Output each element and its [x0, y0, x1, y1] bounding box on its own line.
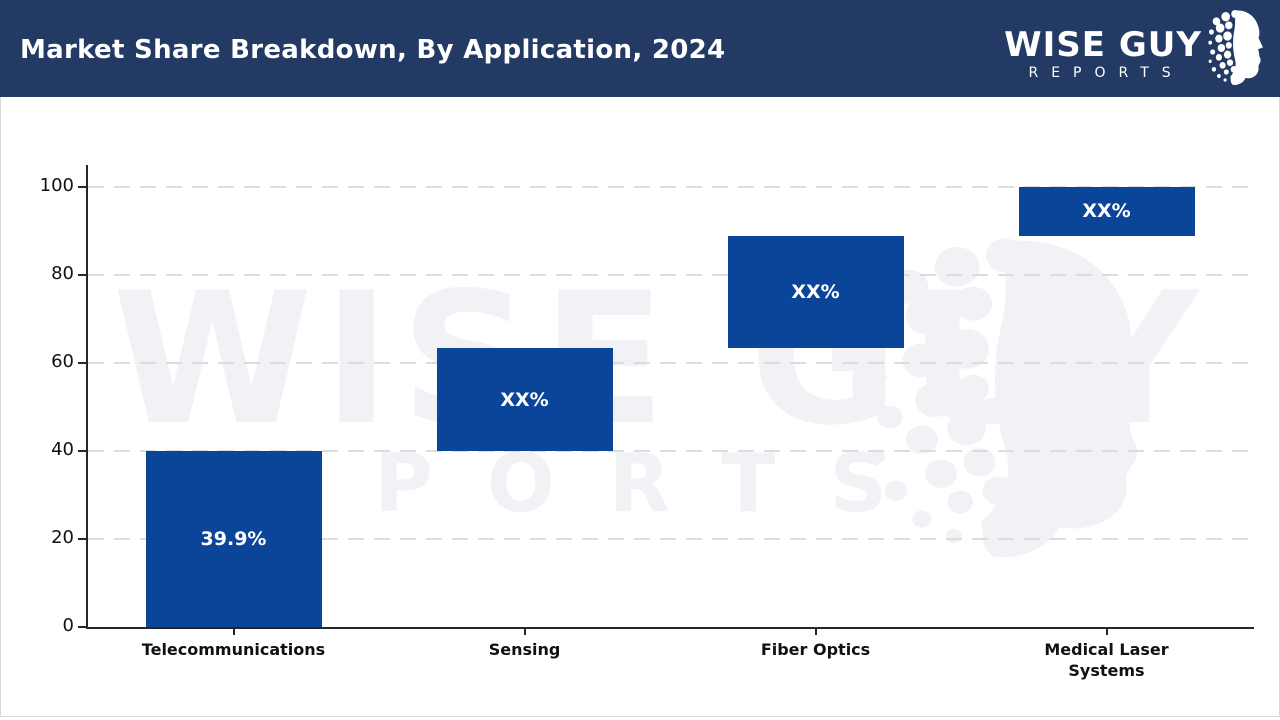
x-tick-medical-laser-systems — [1105, 627, 1108, 635]
category-label-sensing: Sensing — [488, 640, 561, 659]
bar-value-label-sensing: XX% — [500, 388, 549, 411]
x-tick-fiber-optics — [814, 627, 817, 635]
header: Market Share Breakdown, By Application, … — [0, 0, 1280, 97]
bar-telecommunications — [145, 451, 322, 627]
bar-value-label-medical-laser-systems: XX% — [1082, 200, 1131, 223]
bar-fiber-optics — [727, 235, 904, 349]
logo-text: WISE GUY REPORTS — [1004, 28, 1202, 80]
bar-value-label-telecommunications: 39.9% — [200, 528, 267, 551]
x-tick-sensing — [523, 627, 526, 635]
y-tick-40 — [78, 450, 86, 452]
y-tick-label-40: 40 — [51, 439, 74, 460]
gridline-20 — [88, 538, 1252, 540]
category-label-medical-laser-systems: Medical Laser Systems — [1044, 640, 1169, 680]
y-axis-spine — [86, 165, 88, 629]
gridline-40 — [88, 450, 1252, 452]
bar-medical-laser-systems — [1018, 187, 1195, 236]
logo-face-icon — [1208, 10, 1263, 85]
logo-wiseguy-label: WISE GUY — [1004, 25, 1202, 65]
y-tick-label-100: 100 — [39, 175, 74, 196]
gridline-60 — [88, 362, 1252, 364]
y-tick-label-0: 0 — [62, 615, 74, 636]
x-axis-spine — [86, 627, 1254, 629]
category-label-telecommunications: Telecommunications — [141, 640, 326, 659]
watermark-face-logo — [867, 238, 1149, 558]
wise-guy-reports-logo: WISE GUY REPORTS — [1004, 8, 1266, 88]
gridline-80 — [88, 274, 1252, 276]
logo-reports-label: REPORTS — [1028, 65, 1184, 81]
y-tick-label-20: 20 — [51, 527, 74, 548]
y-tick-0 — [78, 626, 86, 628]
x-tick-telecommunications — [232, 627, 235, 635]
category-label-fiber-optics: Fiber Optics — [760, 640, 871, 659]
bar-sensing — [436, 348, 613, 452]
y-tick-80 — [78, 274, 86, 276]
page-title: Market Share Breakdown, By Application, … — [20, 35, 726, 65]
y-tick-20 — [78, 538, 86, 540]
y-tick-label-60: 60 — [51, 351, 74, 372]
y-tick-100 — [78, 186, 86, 188]
gridline-100 — [88, 186, 1252, 188]
y-tick-60 — [78, 362, 86, 364]
bar-value-label-fiber-optics: XX% — [791, 281, 840, 304]
y-tick-label-80: 80 — [51, 263, 74, 284]
